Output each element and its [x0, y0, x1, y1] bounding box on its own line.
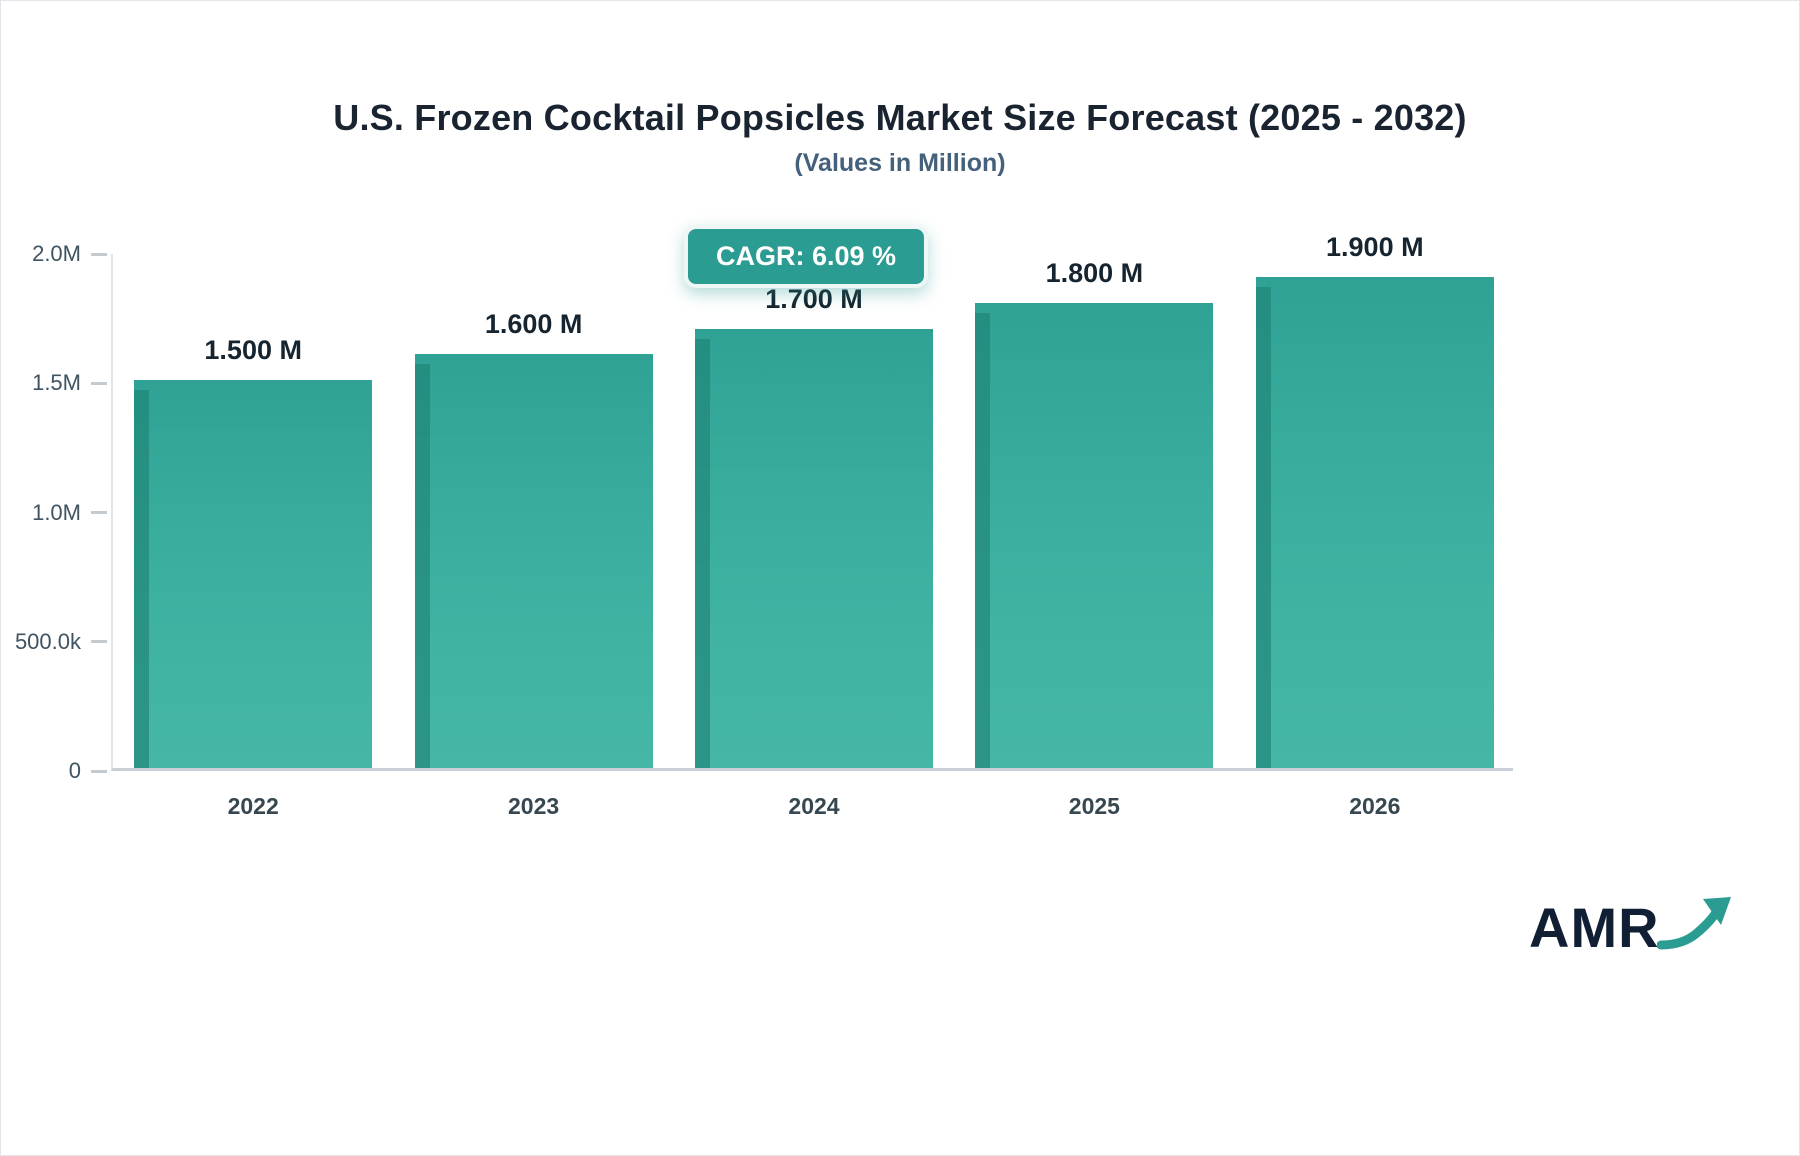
bar-shading [414, 364, 430, 768]
bar-value-label: 1.500 M [204, 335, 302, 366]
plot-area: 1.500 M 2022 1.600 M 2023 1.700 M 2024 1.800 M… [111, 232, 1513, 819]
y-axis-tick-mark [91, 381, 107, 385]
x-axis-label: 2026 [1349, 793, 1401, 819]
y-axis: 0 500.0k 1.0M 1.5M 2.0M [1, 241, 111, 783]
amr-logo-text: AMR [1529, 896, 1660, 959]
bar-group: 1.700 M [695, 251, 933, 768]
y-axis-tick: 0 [1, 758, 111, 783]
bar-group: 1.800 M [975, 251, 1214, 768]
bar [975, 302, 1214, 768]
y-axis-tick: 500.0k [1, 628, 111, 654]
bar-value-label: 1.700 M [765, 283, 863, 314]
bar [134, 380, 373, 768]
y-axis-tick-label: 0 [68, 758, 81, 783]
x-axis-label: 2023 [508, 793, 560, 819]
bar [695, 328, 933, 768]
bar-value-label: 1.600 M [484, 309, 583, 340]
x-axis-label: 2022 [227, 793, 279, 819]
y-axis-tick-mark [91, 640, 107, 644]
y-axis-tick-mark [91, 769, 107, 773]
bar-value-label: 1.800 M [1045, 257, 1144, 288]
chart-subtitle: (Values in Million) [794, 149, 1006, 177]
bar-shading [695, 338, 710, 768]
y-axis-tick-label: 500.0k [14, 628, 81, 654]
bar-value-label: 1.900 M [1326, 231, 1424, 262]
y-axis-tick: 1.5M [1, 370, 111, 396]
x-axis-label: 2025 [1068, 793, 1120, 819]
x-axis-label: 2024 [788, 793, 840, 819]
y-axis-tick-mark [91, 252, 107, 256]
y-axis-tick-label: 1.0M [32, 499, 81, 525]
bar [414, 354, 653, 768]
y-axis-tick-mark [91, 511, 107, 514]
cagr-badge: CAGR: 6.09 % [683, 225, 929, 288]
y-axis-tick-label: 2.0M [32, 241, 81, 266]
bar-shading [975, 312, 991, 768]
chart-title: U.S. Frozen Cocktail Popsicles Market Si… [333, 97, 1467, 138]
y-axis-tick: 2.0M [1, 241, 111, 266]
bar-shading [1255, 286, 1271, 768]
amr-logo-arrow-icon [1657, 897, 1731, 950]
amr-logo: AMR [1529, 893, 1739, 963]
y-axis-tick: 1.0M [1, 499, 111, 525]
bar-group: 1.500 M [134, 251, 373, 768]
y-axis-tick-label: 1.5M [32, 370, 81, 396]
bar-group: 1.900 M [1255, 232, 1494, 768]
bar-shading [134, 390, 150, 768]
bar [1255, 276, 1494, 768]
bar-group: 1.600 M [414, 251, 653, 768]
